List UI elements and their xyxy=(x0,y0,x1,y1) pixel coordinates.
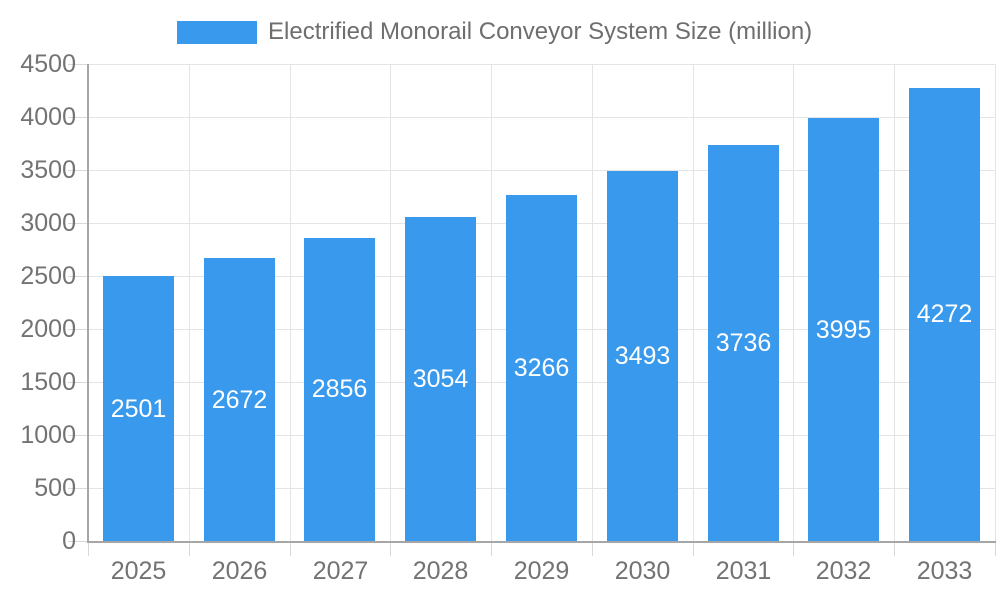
bar-value-label: 4272 xyxy=(916,300,973,328)
gridline-vertical xyxy=(592,64,593,541)
x-axis-label: 2031 xyxy=(715,557,772,585)
bar-value-label: 3266 xyxy=(513,354,570,382)
gridline-horizontal xyxy=(88,117,995,118)
bar-value-label: 3054 xyxy=(412,365,469,393)
y-axis-label: 1000 xyxy=(20,421,76,449)
bar: 3493 xyxy=(607,171,678,541)
x-axis-tick xyxy=(693,541,694,556)
legend: Electrified Monorail Conveyor System Siz… xyxy=(177,18,812,46)
gridline-vertical xyxy=(894,64,895,541)
bar: 4272 xyxy=(909,88,980,541)
y-axis-label: 3000 xyxy=(20,209,76,237)
bar: 2501 xyxy=(103,276,174,541)
y-axis-tick xyxy=(68,488,88,489)
bar-value-label: 2501 xyxy=(110,395,167,423)
bar: 2856 xyxy=(304,238,375,541)
x-axis-label: 2027 xyxy=(312,557,369,585)
x-axis-tick xyxy=(894,541,895,556)
x-axis-tick xyxy=(491,541,492,556)
legend-label: Electrified Monorail Conveyor System Siz… xyxy=(268,18,813,45)
x-axis-tick xyxy=(189,541,190,556)
gridline-vertical xyxy=(693,64,694,541)
y-axis-tick xyxy=(68,223,88,224)
y-axis-line xyxy=(87,64,89,541)
gridline-vertical xyxy=(995,64,996,541)
x-axis-tick xyxy=(793,541,794,556)
bar-value-label: 3736 xyxy=(715,329,772,357)
gridline-horizontal xyxy=(88,170,995,171)
bar: 2672 xyxy=(204,258,275,541)
y-axis-label: 0 xyxy=(62,527,76,555)
x-axis-tick xyxy=(995,541,996,556)
gridline-vertical xyxy=(491,64,492,541)
y-axis-label: 3500 xyxy=(20,156,76,184)
y-axis-tick xyxy=(68,276,88,277)
gridline-vertical xyxy=(793,64,794,541)
bar-value-label: 2856 xyxy=(311,375,368,403)
x-axis-tick xyxy=(390,541,391,556)
y-axis-tick xyxy=(68,64,88,65)
bar: 3736 xyxy=(708,145,779,541)
y-axis-tick xyxy=(68,435,88,436)
x-axis-label: 2033 xyxy=(916,557,973,585)
y-axis-tick xyxy=(68,541,88,542)
y-axis-label: 2000 xyxy=(20,315,76,343)
bar-value-label: 2672 xyxy=(211,386,268,414)
x-axis-label: 2025 xyxy=(110,557,167,585)
y-axis-label: 500 xyxy=(34,474,76,502)
x-axis-tick xyxy=(592,541,593,556)
y-axis-label: 2500 xyxy=(20,262,76,290)
y-axis-label: 1500 xyxy=(20,368,76,396)
y-axis-tick xyxy=(68,382,88,383)
gridline-vertical xyxy=(390,64,391,541)
y-axis-tick xyxy=(68,117,88,118)
x-axis-label: 2032 xyxy=(815,557,872,585)
bar: 3054 xyxy=(405,217,476,541)
bar-value-label: 3995 xyxy=(815,316,872,344)
bar: 3266 xyxy=(506,195,577,541)
y-axis-tick xyxy=(68,329,88,330)
bar: 3995 xyxy=(808,118,879,541)
gridline-vertical xyxy=(290,64,291,541)
y-axis-label: 4500 xyxy=(20,50,76,78)
gridline-horizontal xyxy=(88,64,995,65)
gridline-vertical xyxy=(189,64,190,541)
x-axis-line xyxy=(87,541,996,543)
bar-value-label: 3493 xyxy=(614,342,671,370)
x-axis-label: 2029 xyxy=(513,557,570,585)
x-axis-tick xyxy=(290,541,291,556)
x-axis-label: 2026 xyxy=(211,557,268,585)
x-axis-label: 2030 xyxy=(614,557,671,585)
x-axis-label: 2028 xyxy=(412,557,469,585)
x-axis-tick xyxy=(88,541,89,556)
y-axis-tick xyxy=(68,170,88,171)
y-axis-label: 4000 xyxy=(20,103,76,131)
legend-swatch-icon xyxy=(177,20,257,44)
